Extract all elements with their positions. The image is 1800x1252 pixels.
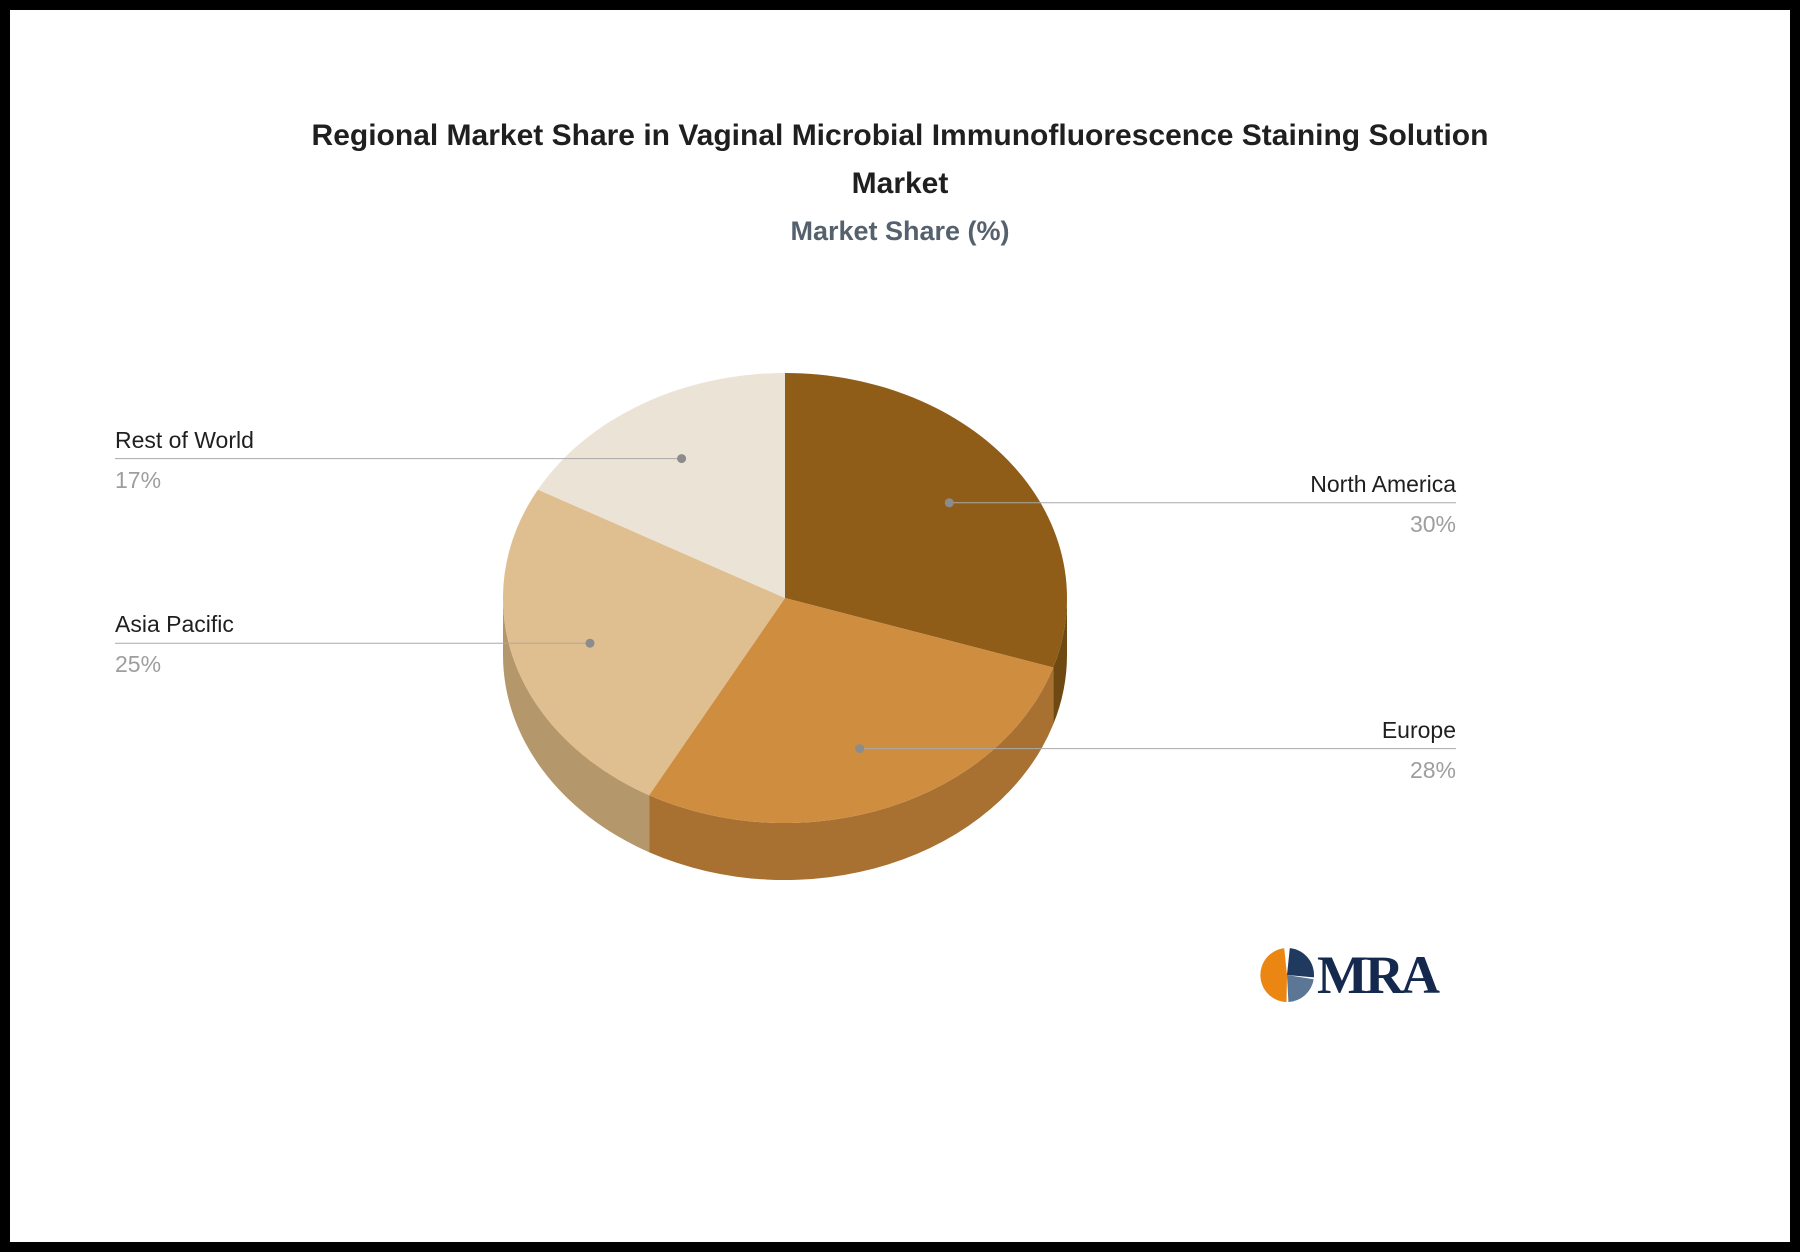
slice-value-europe: 28% <box>1409 756 1456 783</box>
pie-slice-europe[interactable] <box>649 598 1054 824</box>
slice-value-asia-pacific: 25% <box>115 651 162 678</box>
slice-value-rest-of-world: 17% <box>115 466 162 493</box>
logo-wedge-orange <box>1260 948 1287 1002</box>
leader-dot-asia-pacific <box>585 638 595 648</box>
slice-label-rest-of-world: Rest of World <box>115 426 254 453</box>
chart-title-line2: Market <box>851 167 949 200</box>
brand-logo-text: MRA <box>1317 945 1440 1005</box>
pie-slice-rest-of-world[interactable] <box>537 373 785 598</box>
leader-dot-rest-of-world <box>677 454 687 464</box>
pie-slice-asia-pacific[interactable] <box>502 489 785 796</box>
chart-title-line1: Regional Market Share in Vaginal Microbi… <box>311 119 1489 152</box>
slice-label-north-america: North America <box>1310 470 1456 497</box>
chart-subtitle: Market Share (%) <box>790 216 1010 246</box>
pie-slice-rim-europe <box>649 667 1054 881</box>
pie-slice-rim-north-america <box>1053 598 1067 725</box>
slice-value-north-america: 30% <box>1409 510 1456 537</box>
leader-dot-europe <box>855 744 865 754</box>
chart-title: Regional Market Share in Vaginal Microbi… <box>200 112 1600 208</box>
logo-wedge-navy <box>1287 948 1315 978</box>
brand-logo-icon <box>1260 948 1315 1002</box>
brand-logo: MRA <box>1258 945 1440 1005</box>
slice-label-europe: Europe <box>1381 716 1456 743</box>
leader-dot-north-america <box>944 498 954 508</box>
pie-slice-rim-asia-pacific <box>502 598 650 853</box>
slice-label-asia-pacific: Asia Pacific <box>115 611 234 638</box>
logo-wedge-blue <box>1287 975 1314 1002</box>
pie-slice-north-america[interactable] <box>785 373 1067 668</box>
